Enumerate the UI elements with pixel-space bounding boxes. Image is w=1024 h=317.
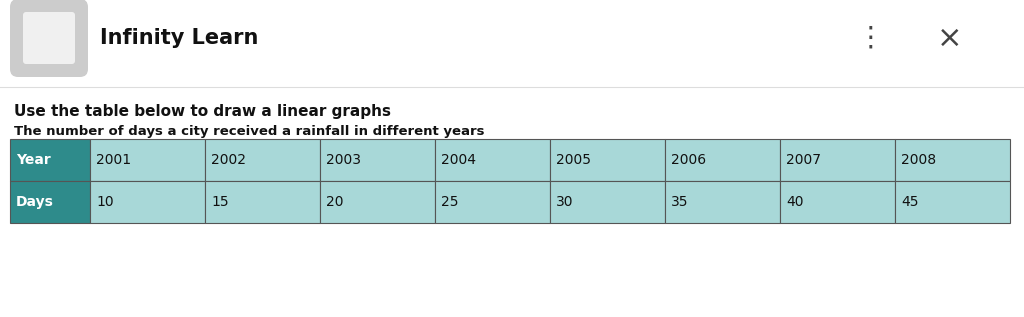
Text: 25: 25 <box>441 195 459 209</box>
Text: 20: 20 <box>326 195 343 209</box>
Text: 2007: 2007 <box>786 153 821 167</box>
Bar <box>550 181 665 223</box>
Bar <box>895 181 1010 223</box>
Bar <box>665 139 780 181</box>
Text: 10: 10 <box>96 195 114 209</box>
FancyBboxPatch shape <box>10 0 88 77</box>
Text: 2008: 2008 <box>901 153 936 167</box>
Text: Year: Year <box>16 153 51 167</box>
Text: ×: × <box>937 23 963 53</box>
Text: 45: 45 <box>901 195 919 209</box>
Bar <box>780 181 895 223</box>
Bar <box>0 0 1024 87</box>
Bar <box>319 139 435 181</box>
Text: Use the table below to draw a linear graphs: Use the table below to draw a linear gra… <box>14 104 391 119</box>
Text: 40: 40 <box>786 195 804 209</box>
FancyBboxPatch shape <box>23 12 75 64</box>
Bar <box>435 181 550 223</box>
Text: 35: 35 <box>671 195 688 209</box>
Bar <box>550 139 665 181</box>
Text: Days: Days <box>16 195 54 209</box>
Text: 30: 30 <box>556 195 573 209</box>
Text: 2005: 2005 <box>556 153 591 167</box>
Bar <box>90 181 205 223</box>
Bar <box>895 139 1010 181</box>
Text: ⋮: ⋮ <box>856 24 884 52</box>
Text: 2001: 2001 <box>96 153 131 167</box>
Text: 15: 15 <box>211 195 228 209</box>
Bar <box>0 87 1024 317</box>
Bar <box>665 181 780 223</box>
Bar <box>205 139 319 181</box>
Text: 2004: 2004 <box>441 153 476 167</box>
Bar <box>10 181 90 223</box>
Bar <box>435 139 550 181</box>
Text: 2006: 2006 <box>671 153 707 167</box>
Bar <box>205 181 319 223</box>
Text: 2002: 2002 <box>211 153 246 167</box>
Bar <box>10 139 90 181</box>
Text: The number of days a city received a rainfall in different years: The number of days a city received a rai… <box>14 125 484 138</box>
Bar <box>90 139 205 181</box>
Bar <box>780 139 895 181</box>
Text: Infinity Learn: Infinity Learn <box>100 28 258 48</box>
Text: 2003: 2003 <box>326 153 361 167</box>
Bar <box>319 181 435 223</box>
